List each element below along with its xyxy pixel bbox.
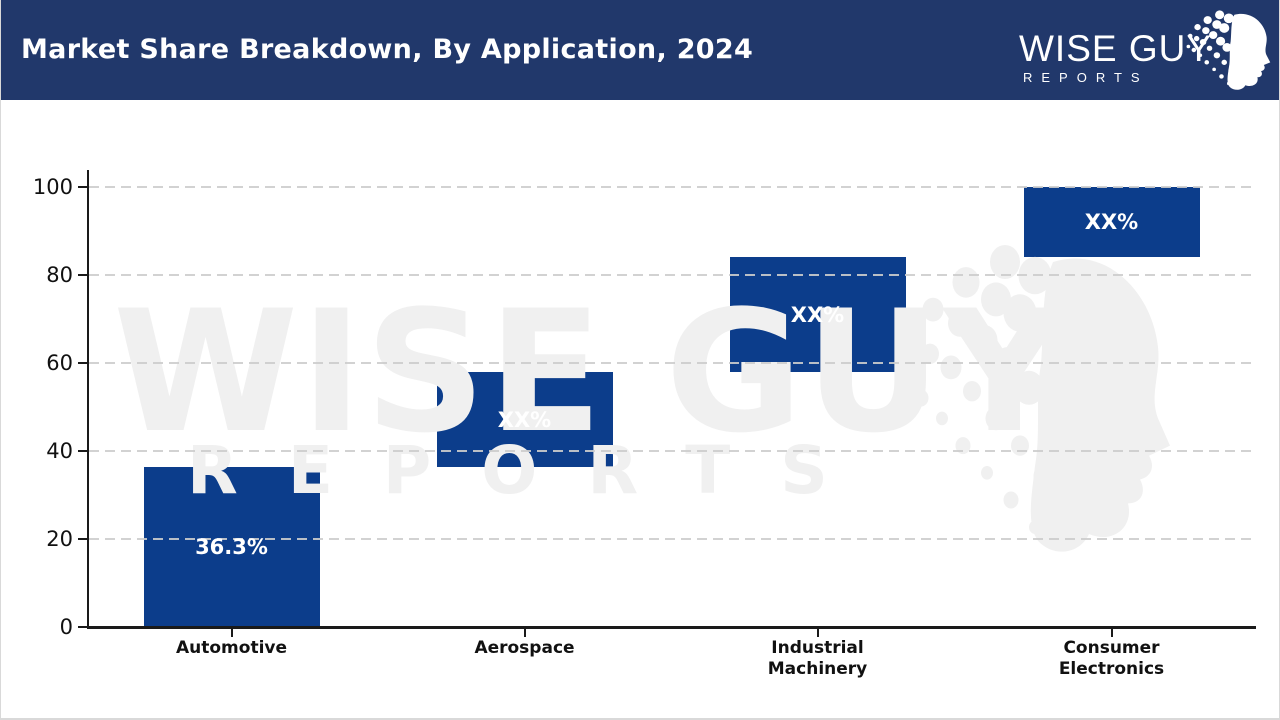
x-tick-1 (230, 629, 233, 637)
x-label-consumer-electronics: Consumer Electronics (1058, 638, 1165, 679)
x-label-aerospace: Aerospace (474, 638, 575, 658)
bar-consumer-electronics: XX% (1023, 187, 1200, 258)
logo-wordmark: WISE GUY (1019, 28, 1213, 69)
header-bar: Market Share Breakdown, By Application, … (1, 0, 1279, 100)
x-tick-2 (523, 629, 526, 637)
y-tick-label-80: 80 (46, 263, 73, 287)
bar-value-label: XX% (497, 407, 552, 432)
x-axis-line (87, 626, 1256, 629)
x-tick-3 (816, 629, 819, 637)
watermark-reports-text: REPORTS (187, 432, 878, 509)
x-tick-4 (1110, 629, 1113, 637)
bar-industrial-machinery: XX% (729, 257, 906, 372)
bar-value-label: XX% (790, 302, 845, 327)
bar-value-label: 36.3% (195, 535, 268, 560)
gridline-20 (89, 538, 1255, 540)
gridline-80 (89, 274, 1255, 276)
y-tick-100 (78, 186, 88, 188)
gridline-100 (89, 186, 1255, 188)
y-tick-0 (78, 626, 88, 628)
logo: WISE GUY REPORTS (1019, 6, 1271, 94)
watermark-text: WISE GUY (113, 274, 1068, 470)
gridline-60 (89, 362, 1255, 364)
y-tick-20 (78, 538, 88, 540)
logo-face-icon (1186, 10, 1271, 90)
x-label-automotive: Automotive (175, 638, 288, 658)
y-tick-label-40: 40 (46, 439, 73, 463)
y-tick-60 (78, 362, 88, 364)
logo-sub-wordmark: REPORTS (1023, 70, 1149, 85)
y-tick-label-60: 60 (46, 351, 73, 375)
watermark-face-icon (897, 245, 1170, 552)
chart-title: Market Share Breakdown, By Application, … (21, 34, 754, 65)
y-tick-label-0: 0 (59, 615, 73, 639)
y-tick-label-100: 100 (32, 175, 73, 199)
bar-automotive: 36.3% (143, 467, 320, 627)
bar-value-label: XX% (1084, 210, 1139, 235)
y-tick-40 (78, 450, 88, 452)
y-axis-line (87, 170, 89, 629)
gridline-40 (89, 450, 1255, 452)
y-tick-80 (78, 274, 88, 276)
x-label-industrial-machinery: Industrial Machinery (767, 638, 868, 679)
y-tick-label-20: 20 (46, 527, 73, 551)
